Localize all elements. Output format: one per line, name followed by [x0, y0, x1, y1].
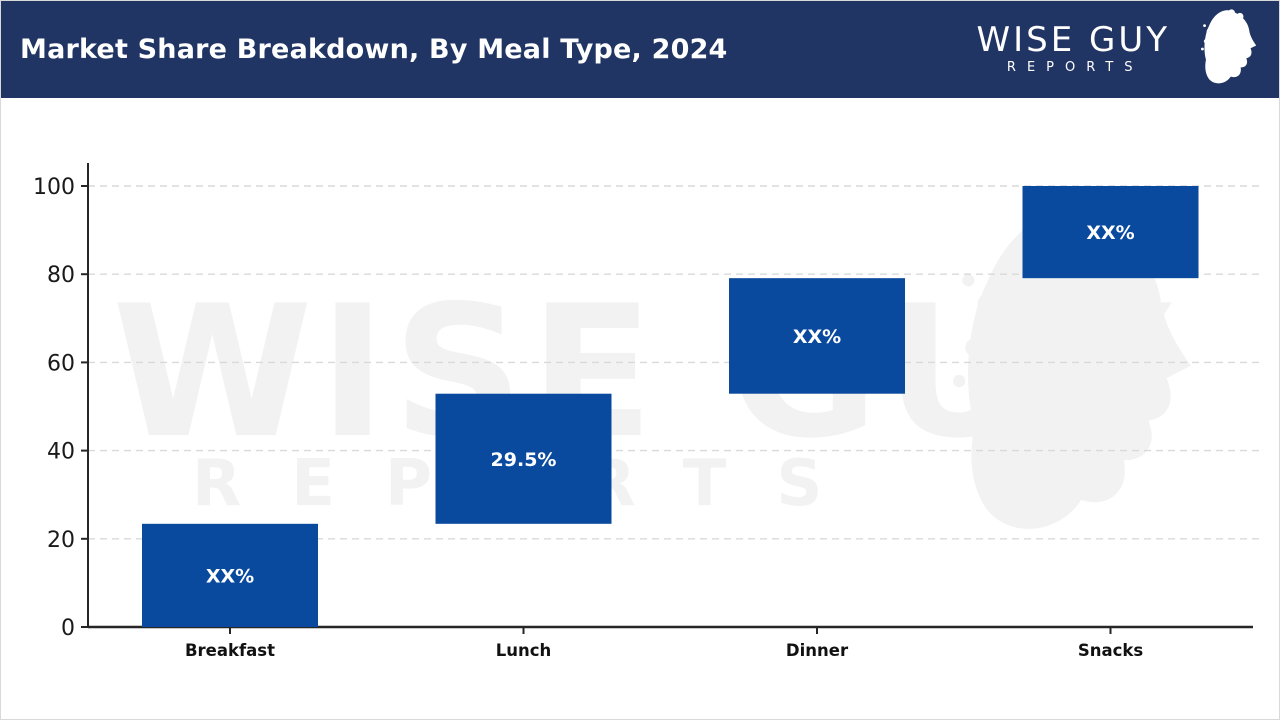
- x-tick-label-breakfast: Breakfast: [185, 641, 275, 660]
- brand-logo-text: WISE GUY REPORTS: [976, 19, 1170, 76]
- brand-head-icon: [1201, 9, 1257, 84]
- brand-subtitle: REPORTS: [1006, 60, 1144, 76]
- y-tick-label-20: 20: [47, 528, 75, 553]
- brand-logo: WISE GUY REPORTS: [976, 6, 1264, 92]
- brand-name: WISE GUY: [976, 19, 1170, 60]
- x-tick-label-snacks: Snacks: [1078, 641, 1144, 660]
- bar-label-lunch: 29.5%: [491, 449, 557, 471]
- bar-breakfast: [142, 523, 318, 627]
- y-tick-label-100: 100: [33, 175, 75, 200]
- bar-label-breakfast: XX%: [206, 565, 254, 587]
- bar-dinner: [729, 278, 905, 394]
- bar-lunch: [435, 393, 612, 524]
- y-tick-label-0: 0: [61, 616, 75, 641]
- bar-label-snacks: XX%: [1086, 222, 1134, 244]
- y-tick-label-40: 40: [47, 440, 75, 465]
- x-tick-label-dinner: Dinner: [786, 641, 849, 660]
- y-tick-label-60: 60: [47, 351, 75, 376]
- bar-label-dinner: XX%: [793, 326, 841, 348]
- header-bar: Market Share Breakdown, By Meal Type, 20…: [0, 0, 1280, 98]
- bar-snacks: [1022, 186, 1199, 279]
- page-title: Market Share Breakdown, By Meal Type, 20…: [20, 33, 728, 65]
- x-tick-label-lunch: Lunch: [496, 641, 552, 660]
- y-tick-label-80: 80: [47, 263, 75, 288]
